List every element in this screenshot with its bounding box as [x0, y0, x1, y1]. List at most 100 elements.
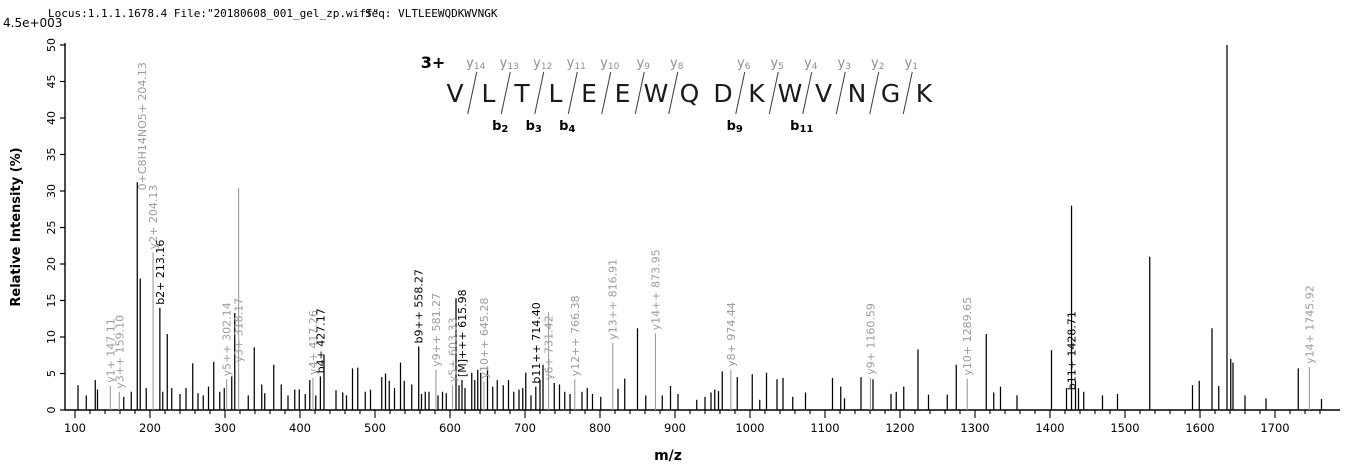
- residue-letter: E: [581, 79, 597, 108]
- peak-label: y6+ 731.42: [543, 315, 556, 380]
- y-tick-label: 25: [45, 221, 58, 235]
- residue-letter: D: [713, 79, 732, 108]
- header-sequence: Seq: VLTLEEWQDKWVNGK: [365, 7, 498, 20]
- b-ion-label: b3: [526, 119, 542, 135]
- y-tick-label: 35: [45, 148, 58, 162]
- peak-label-secondary: 0+C8H14NO5+ 204.13: [136, 62, 149, 190]
- x-tick-label: 200: [139, 421, 161, 435]
- b-ion-label: b2: [492, 119, 508, 135]
- axes: 0 5 10 15 20 25 30 35 40 45 50 100 200 300 400 500 600 70…: [45, 38, 1340, 435]
- peak-label: y13++ 816.91: [607, 259, 620, 340]
- cleavage-slash: [869, 71, 880, 115]
- cleavage-slash: [601, 71, 612, 115]
- y-ion-label: y8: [670, 56, 684, 72]
- y-tick-label: 50: [45, 38, 58, 52]
- x-tick-label: 1300: [960, 421, 989, 435]
- peaks-group: [77, 45, 1323, 410]
- residue-letter: T: [513, 79, 530, 108]
- x-tick-label: 1200: [885, 421, 914, 435]
- cleavage-slash: [735, 71, 746, 115]
- peak-label: y8+ 974.44: [725, 302, 738, 367]
- y-tick-label: 10: [45, 330, 58, 344]
- residue-letter: E: [615, 79, 631, 108]
- y-ion-label: y12: [533, 56, 552, 72]
- y-ion-label: y14: [466, 56, 485, 72]
- b-ion-label: b9: [727, 119, 743, 135]
- peak-label: y4+ 417.26: [307, 310, 320, 375]
- residue-letter: Q: [680, 79, 700, 108]
- y-tick-label: 45: [45, 75, 58, 89]
- y-ion-label: y3: [838, 56, 851, 72]
- residue-letter: N: [848, 79, 867, 108]
- b-ion-label: b4: [559, 119, 575, 135]
- peak-label: [M]+++ 615.98: [456, 289, 469, 377]
- x-tick-label: 1100: [810, 421, 839, 435]
- x-tick-label: 1500: [1110, 421, 1139, 435]
- y-tick-label: 15: [45, 294, 58, 308]
- peak-label: y5++ 302.14: [221, 302, 234, 376]
- cleavage-slash: [500, 71, 511, 115]
- y-tick-label: 0: [45, 407, 58, 414]
- residue-letter: G: [881, 79, 900, 108]
- peak-label: y14++ 873.95: [649, 249, 662, 330]
- cleavage-slash: [802, 71, 813, 115]
- y-ion-label: y6: [737, 56, 751, 72]
- x-axis-title: m/z: [654, 448, 682, 464]
- cleavage-slash: [668, 71, 679, 115]
- peak-label: y3+ 318.17: [233, 298, 246, 363]
- cleavage-slash: [534, 71, 545, 115]
- residue-letter: L: [549, 79, 563, 108]
- residue-letter: K: [916, 79, 933, 108]
- peak-label: y10+ 1289.65: [961, 297, 974, 376]
- residue-letter: V: [446, 79, 463, 108]
- y-ion-label: y11: [567, 56, 586, 72]
- peak-label: y3++ 159.10: [113, 315, 126, 389]
- y-ion-label: y4: [804, 56, 818, 72]
- residue-letter: W: [644, 79, 669, 108]
- x-tick-label: 800: [589, 421, 611, 435]
- x-tick-label: 1000: [735, 421, 764, 435]
- cleavage-slash: [467, 71, 478, 115]
- x-tick-label: 500: [364, 421, 386, 435]
- b-ion-label: b11: [790, 119, 813, 135]
- residue-letter: W: [778, 79, 803, 108]
- precursor-charge-label: 3+: [421, 53, 446, 72]
- x-tick-label: 600: [439, 421, 461, 435]
- header-locus-file: Locus:1.1.1.1678.4 File:"20180608_001_ge…: [48, 7, 379, 20]
- y-tick-label: 20: [45, 257, 58, 271]
- cleavage-slash: [634, 71, 645, 115]
- y-ion-label: y2: [871, 56, 884, 72]
- peak-label: b2+ 213.16: [154, 240, 167, 305]
- x-tick-label: 300: [214, 421, 236, 435]
- cleavage-slash: [567, 71, 578, 115]
- peak-label: y10++ 645.28: [478, 298, 491, 379]
- residue-letter: V: [815, 79, 832, 108]
- y-ion-label: y5: [771, 56, 784, 72]
- peak-label: b9++ 558.27: [413, 269, 426, 343]
- peak-label: y2+ 204.13: [147, 185, 160, 250]
- peak-label: y1+ 147.11: [104, 318, 117, 383]
- x-tick-label: 900: [664, 421, 686, 435]
- y-tick-label: 30: [45, 184, 58, 198]
- residue-letter: L: [482, 79, 496, 108]
- peak-label: b11++ 714.40: [530, 302, 543, 383]
- x-tick-label: 700: [514, 421, 536, 435]
- x-tick-label: 1700: [1260, 421, 1289, 435]
- peak-label: b4+ 427.17: [314, 308, 327, 373]
- x-tick-label: 400: [289, 421, 311, 435]
- peak-label: y14+ 1745.92: [1303, 285, 1316, 364]
- x-tick-label: 100: [64, 421, 86, 435]
- residue-letter: K: [748, 79, 765, 108]
- peak-label: y9+ 1160.59: [864, 303, 877, 375]
- y-ion-label: y10: [600, 56, 619, 72]
- y-tick-label: 5: [45, 370, 58, 377]
- peak-label: y5+ 603.33: [446, 317, 459, 382]
- cleavage-slash: [835, 71, 846, 115]
- y-ion-label: y1: [905, 56, 918, 72]
- cleavage-slash: [902, 71, 913, 115]
- y-ion-label: y9: [637, 56, 651, 72]
